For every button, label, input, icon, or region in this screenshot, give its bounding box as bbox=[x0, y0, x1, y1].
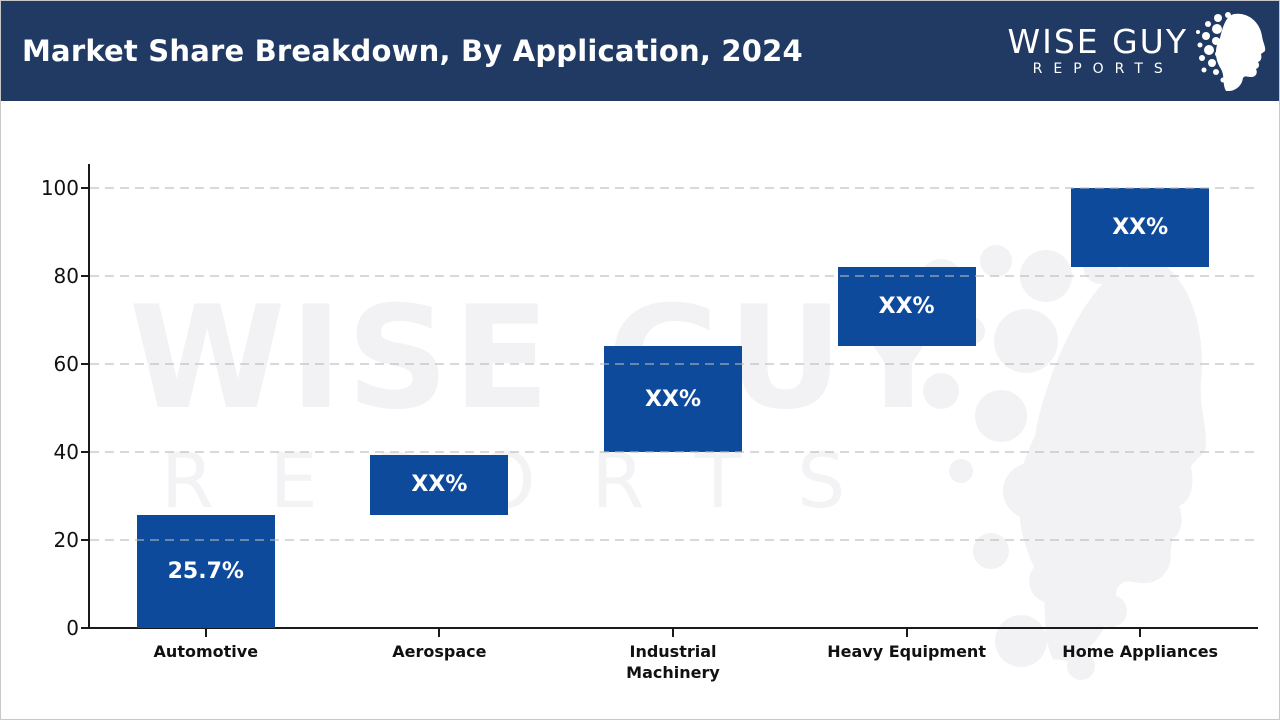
x-category-label-line: Industrial bbox=[629, 642, 717, 661]
y-tick-60 bbox=[81, 363, 88, 365]
y-tick-0 bbox=[81, 627, 88, 629]
x-category-label: Automotive bbox=[96, 641, 316, 662]
logo-text: WISE GUY REPORTS bbox=[1007, 24, 1188, 78]
x-category-label: Industrial Machinery bbox=[563, 641, 783, 683]
y-tick-label: 0 bbox=[66, 616, 79, 640]
x-tick-0 bbox=[204, 629, 207, 637]
gridline-60 bbox=[90, 363, 1257, 365]
bar-value-label: XX% bbox=[878, 294, 935, 320]
x-category-label: Heavy Equipment bbox=[797, 641, 1017, 662]
bar-aerospace: XX% bbox=[370, 454, 509, 515]
y-axis-line bbox=[88, 164, 90, 629]
gridline-80 bbox=[90, 275, 1257, 277]
logo-subtitle: REPORTS bbox=[1032, 61, 1174, 77]
x-category-label: Aerospace bbox=[329, 641, 549, 662]
x-category-label: Home Appliances bbox=[1030, 641, 1250, 662]
x-tick-4 bbox=[1139, 629, 1142, 637]
x-category-label-line: Automotive bbox=[153, 642, 259, 661]
page-title: Market Share Breakdown, By Application, … bbox=[22, 33, 803, 68]
bar-value-label: XX% bbox=[1112, 215, 1169, 241]
gridline-100 bbox=[90, 187, 1257, 189]
x-category-label-line: Machinery bbox=[626, 663, 720, 682]
gridline-40 bbox=[90, 451, 1257, 453]
y-tick-label: 40 bbox=[53, 440, 79, 464]
y-tick-20 bbox=[81, 539, 88, 541]
gridline-20 bbox=[90, 539, 1257, 541]
x-axis-line bbox=[88, 627, 1258, 629]
x-category-label-line: Aerospace bbox=[392, 642, 487, 661]
y-tick-label: 100 bbox=[40, 176, 79, 200]
wise-guy-logo: WISE GUY REPORTS bbox=[1007, 10, 1268, 92]
bar-home-appliances: XX% bbox=[1071, 188, 1210, 268]
logo-wordmark: WISE GUY bbox=[1007, 22, 1188, 61]
y-tick-label: 20 bbox=[53, 528, 79, 552]
y-tick-80 bbox=[81, 275, 88, 277]
bar-value-label: XX% bbox=[645, 386, 701, 412]
x-tick-2 bbox=[672, 629, 674, 637]
y-tick-40 bbox=[81, 451, 88, 453]
y-tick-label: 80 bbox=[53, 264, 79, 288]
x-tick-1 bbox=[438, 629, 441, 637]
x-tick-3 bbox=[905, 629, 908, 637]
bar-value-label: XX% bbox=[411, 472, 468, 498]
x-category-label-line: Heavy Equipment bbox=[827, 642, 986, 661]
header-band: Market Share Breakdown, By Application, … bbox=[1, 1, 1279, 101]
bar-heavy-equipment: XX% bbox=[837, 267, 976, 347]
logo-head-icon bbox=[1196, 12, 1266, 92]
bar-automotive: 25.7% bbox=[136, 514, 275, 628]
y-tick-label: 60 bbox=[53, 352, 79, 376]
y-tick-100 bbox=[81, 187, 88, 189]
bar-value-label: 25.7% bbox=[167, 558, 244, 584]
x-category-label-line: Home Appliances bbox=[1062, 642, 1219, 661]
